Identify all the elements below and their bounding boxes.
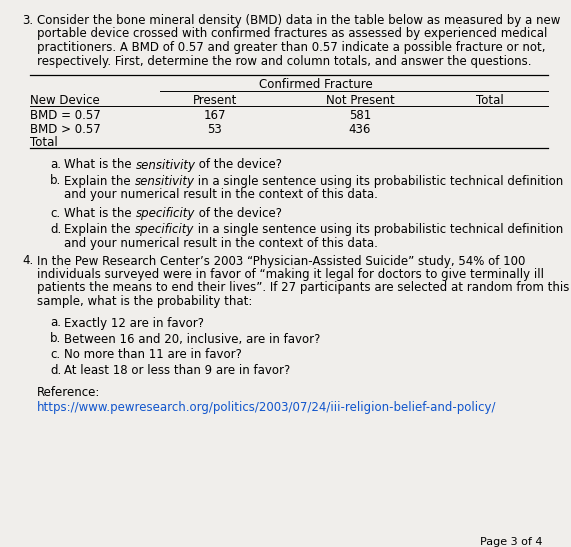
Text: Reference:: Reference: [37,387,100,399]
Text: Not Present: Not Present [325,94,395,107]
Text: sensitivity: sensitivity [134,174,194,188]
Text: Confirmed Fracture: Confirmed Fracture [259,78,372,91]
Text: b.: b. [50,174,61,188]
Text: What is the: What is the [64,159,135,172]
Text: 3.: 3. [22,14,33,27]
Text: https://www.pewresearch.org/politics/2003/07/24/iii-religion-belief-and-policy/: https://www.pewresearch.org/politics/200… [37,400,497,414]
Text: New Device: New Device [30,94,100,107]
Text: c.: c. [50,207,60,220]
Text: At least 18 or less than 9 are in favor?: At least 18 or less than 9 are in favor? [64,364,290,377]
Text: portable device crossed with confirmed fractures as assessed by experienced medi: portable device crossed with confirmed f… [37,27,548,40]
Text: sample, what is the probability that:: sample, what is the probability that: [37,295,252,308]
Text: and your numerical result in the context of this data.: and your numerical result in the context… [64,236,378,249]
Text: and your numerical result in the context of this data.: and your numerical result in the context… [64,188,378,201]
Text: 53: 53 [208,123,222,136]
Text: Explain the: Explain the [64,223,134,236]
Text: specificity: specificity [134,223,194,236]
Text: What is the: What is the [64,207,135,220]
Text: Exactly 12 are in favor?: Exactly 12 are in favor? [64,317,204,329]
Text: 4.: 4. [22,254,33,267]
Text: in a single sentence using its probabilistic technical definition: in a single sentence using its probabili… [194,174,564,188]
Text: Consider the bone mineral density (BMD) data in the table below as measured by a: Consider the bone mineral density (BMD) … [37,14,560,27]
Text: of the device?: of the device? [195,207,282,220]
Text: c.: c. [50,348,60,362]
Text: Present: Present [193,94,237,107]
Text: a.: a. [50,159,61,172]
Text: 581: 581 [349,109,371,122]
Text: sensitivity: sensitivity [135,159,195,172]
Text: 436: 436 [349,123,371,136]
Text: b.: b. [50,333,61,346]
Text: Total: Total [476,94,504,107]
Text: No more than 11 are in favor?: No more than 11 are in favor? [64,348,242,362]
Text: In the Pew Research Center’s 2003 “Physician-Assisted Suicide” study, 54% of 100: In the Pew Research Center’s 2003 “Physi… [37,254,525,267]
Text: BMD = 0.57: BMD = 0.57 [30,109,100,122]
Text: patients the means to end their lives”. If 27 participants are selected at rando: patients the means to end their lives”. … [37,282,569,294]
Text: Total: Total [30,136,58,149]
Text: respectively. First, determine the row and column totals, and answer the questio: respectively. First, determine the row a… [37,55,532,67]
Text: BMD > 0.57: BMD > 0.57 [30,123,100,136]
Text: of the device?: of the device? [195,159,283,172]
Text: d.: d. [50,223,61,236]
Text: Explain the: Explain the [64,174,134,188]
Text: in a single sentence using its probabilistic technical definition: in a single sentence using its probabili… [194,223,563,236]
Text: a.: a. [50,317,61,329]
Text: Page 3 of 4: Page 3 of 4 [480,537,542,547]
Text: individuals surveyed were in favor of “making it legal for doctors to give termi: individuals surveyed were in favor of “m… [37,268,544,281]
Text: 167: 167 [204,109,226,122]
Text: specificity: specificity [135,207,195,220]
Text: practitioners. A BMD of 0.57 and greater than 0.57 indicate a possible fracture : practitioners. A BMD of 0.57 and greater… [37,41,545,54]
Text: Between 16 and 20, inclusive, are in favor?: Between 16 and 20, inclusive, are in fav… [64,333,320,346]
Text: d.: d. [50,364,61,377]
